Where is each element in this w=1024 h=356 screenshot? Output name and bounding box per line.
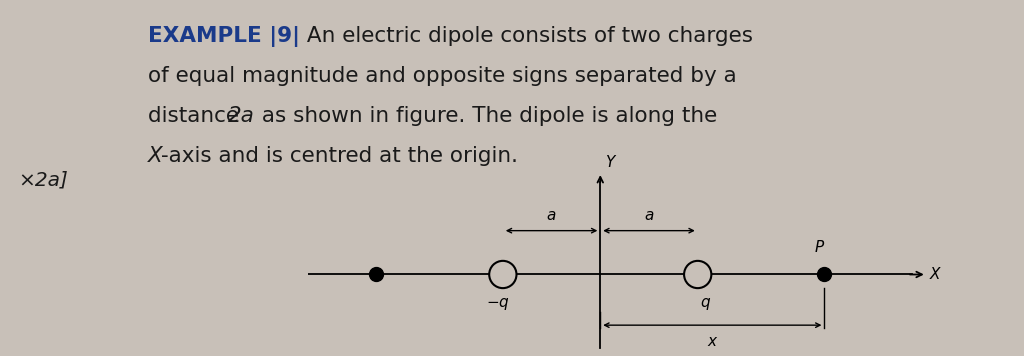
Text: distance: distance <box>148 106 246 126</box>
Text: $q$: $q$ <box>700 296 711 312</box>
Circle shape <box>489 261 516 288</box>
Text: Y: Y <box>605 155 614 170</box>
Text: $x$: $x$ <box>707 334 718 349</box>
Text: $a$: $a$ <box>644 208 654 223</box>
Text: $-q$: $-q$ <box>486 296 510 312</box>
Text: An electric dipole consists of two charges: An electric dipole consists of two charg… <box>300 26 753 46</box>
Circle shape <box>684 261 712 288</box>
Text: X: X <box>148 146 163 166</box>
Text: as shown in figure. The dipole is along the: as shown in figure. The dipole is along … <box>255 106 717 126</box>
Text: EXAMPLE |9|: EXAMPLE |9| <box>148 26 300 47</box>
Text: $a$: $a$ <box>547 208 557 223</box>
Text: X: X <box>930 267 940 282</box>
Text: -axis and is centred at the origin.: -axis and is centred at the origin. <box>161 146 518 166</box>
Text: 2a: 2a <box>228 106 255 126</box>
Text: ×2a]: ×2a] <box>18 171 68 190</box>
Text: of equal magnitude and opposite signs separated by a: of equal magnitude and opposite signs se… <box>148 66 736 86</box>
Text: $P$: $P$ <box>814 239 825 255</box>
